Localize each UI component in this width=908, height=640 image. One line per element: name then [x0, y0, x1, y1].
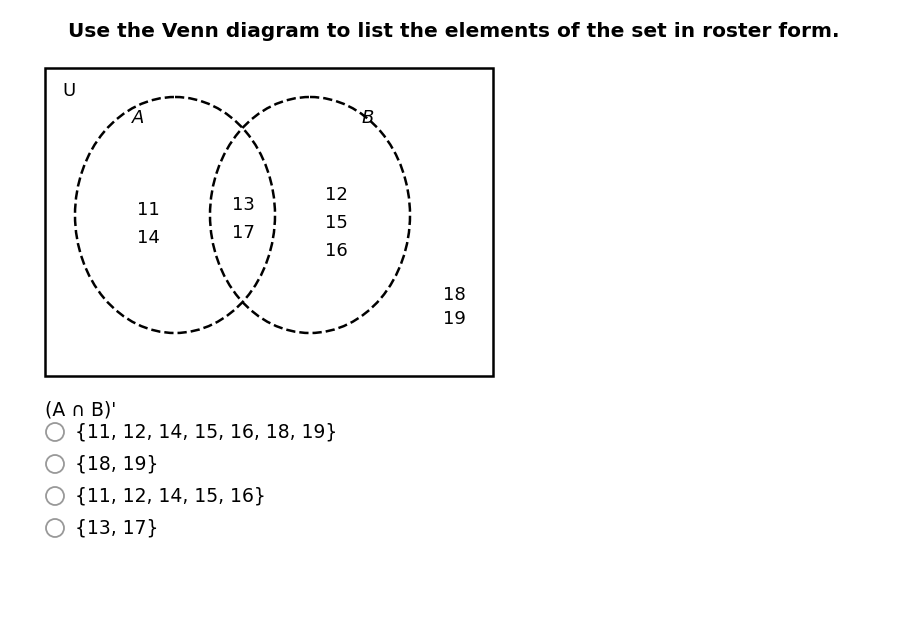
Text: 14: 14 — [136, 229, 160, 247]
Bar — [45, 68, 493, 376]
Text: 13: 13 — [232, 196, 254, 214]
Text: 12: 12 — [324, 186, 348, 204]
Text: 16: 16 — [325, 242, 348, 260]
Text: 15: 15 — [324, 214, 348, 232]
Text: B: B — [361, 109, 374, 127]
Text: A: A — [132, 109, 144, 127]
Text: U: U — [62, 82, 75, 100]
Text: 19: 19 — [442, 310, 466, 328]
Text: 18: 18 — [442, 286, 466, 304]
Text: {13, 17}: {13, 17} — [75, 518, 158, 538]
Text: {11, 12, 14, 15, 16}: {11, 12, 14, 15, 16} — [75, 486, 266, 506]
Text: {11, 12, 14, 15, 16, 18, 19}: {11, 12, 14, 15, 16, 18, 19} — [75, 422, 337, 442]
Text: (A ∩ B)': (A ∩ B)' — [45, 400, 116, 419]
Text: {18, 19}: {18, 19} — [75, 454, 158, 474]
Text: 17: 17 — [232, 224, 254, 242]
Text: Use the Venn diagram to list the elements of the set in roster form.: Use the Venn diagram to list the element… — [68, 22, 840, 41]
Text: 11: 11 — [136, 201, 160, 219]
